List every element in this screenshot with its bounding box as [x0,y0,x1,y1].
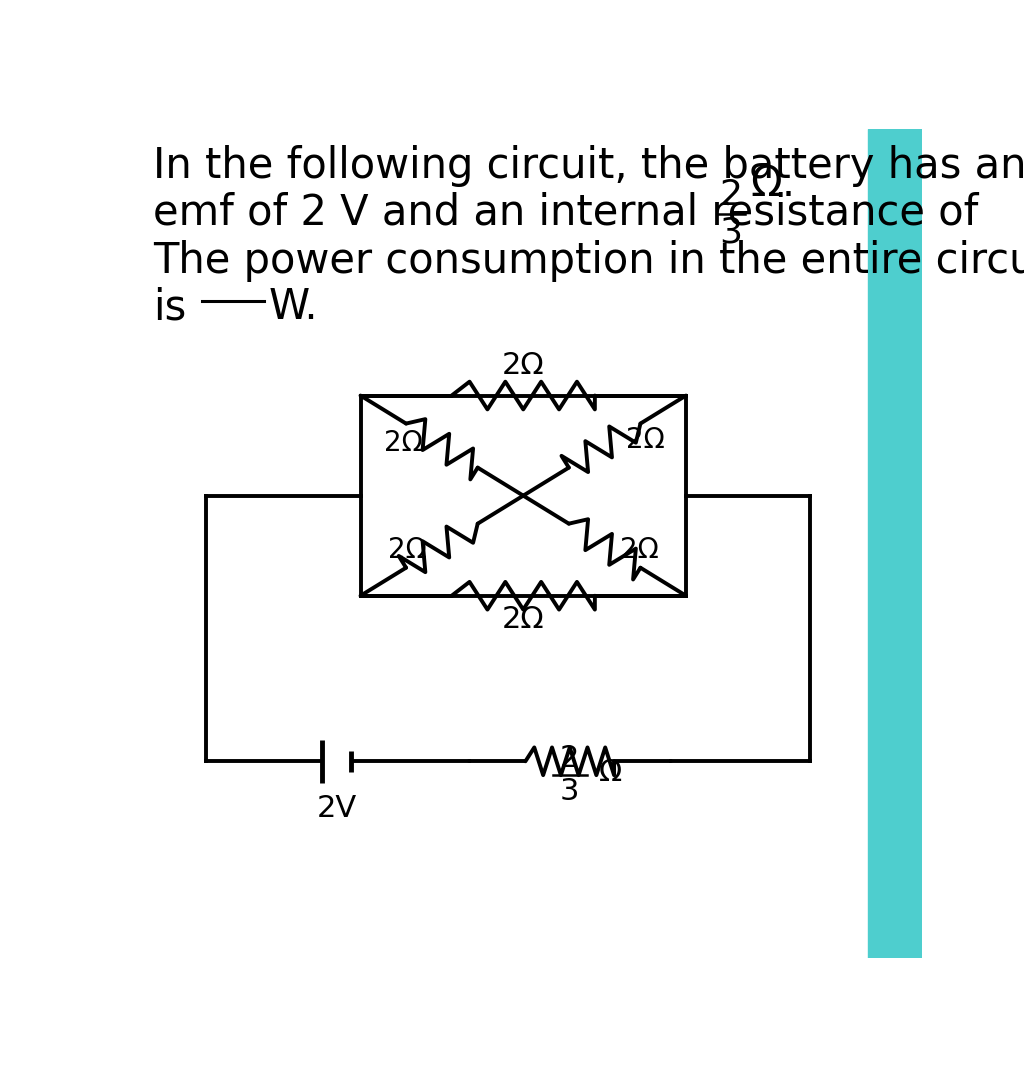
Text: 2Ω: 2Ω [502,351,545,380]
Text: The power consumption in the entire circuit: The power consumption in the entire circ… [153,240,1024,282]
Text: 2Ω: 2Ω [388,536,426,564]
Text: is: is [153,286,186,328]
Text: 3: 3 [560,778,580,806]
Text: 2Ω: 2Ω [502,605,545,634]
Text: 2Ω: 2Ω [627,426,665,454]
Text: Ω: Ω [599,759,623,788]
Text: 2: 2 [720,178,742,212]
Text: 2V: 2V [316,794,356,823]
Text: In the following circuit, the battery has an: In the following circuit, the battery ha… [153,145,1024,187]
Text: 2Ω: 2Ω [621,536,658,564]
Text: 2Ω: 2Ω [384,429,423,457]
Bar [868,129,922,958]
Text: emf of 2 V and an internal resistance of: emf of 2 V and an internal resistance of [153,192,991,233]
Text: 3: 3 [720,215,742,250]
Text: W.: W. [269,286,318,328]
Text: Ω.: Ω. [751,162,796,204]
Text: 2: 2 [560,744,580,773]
